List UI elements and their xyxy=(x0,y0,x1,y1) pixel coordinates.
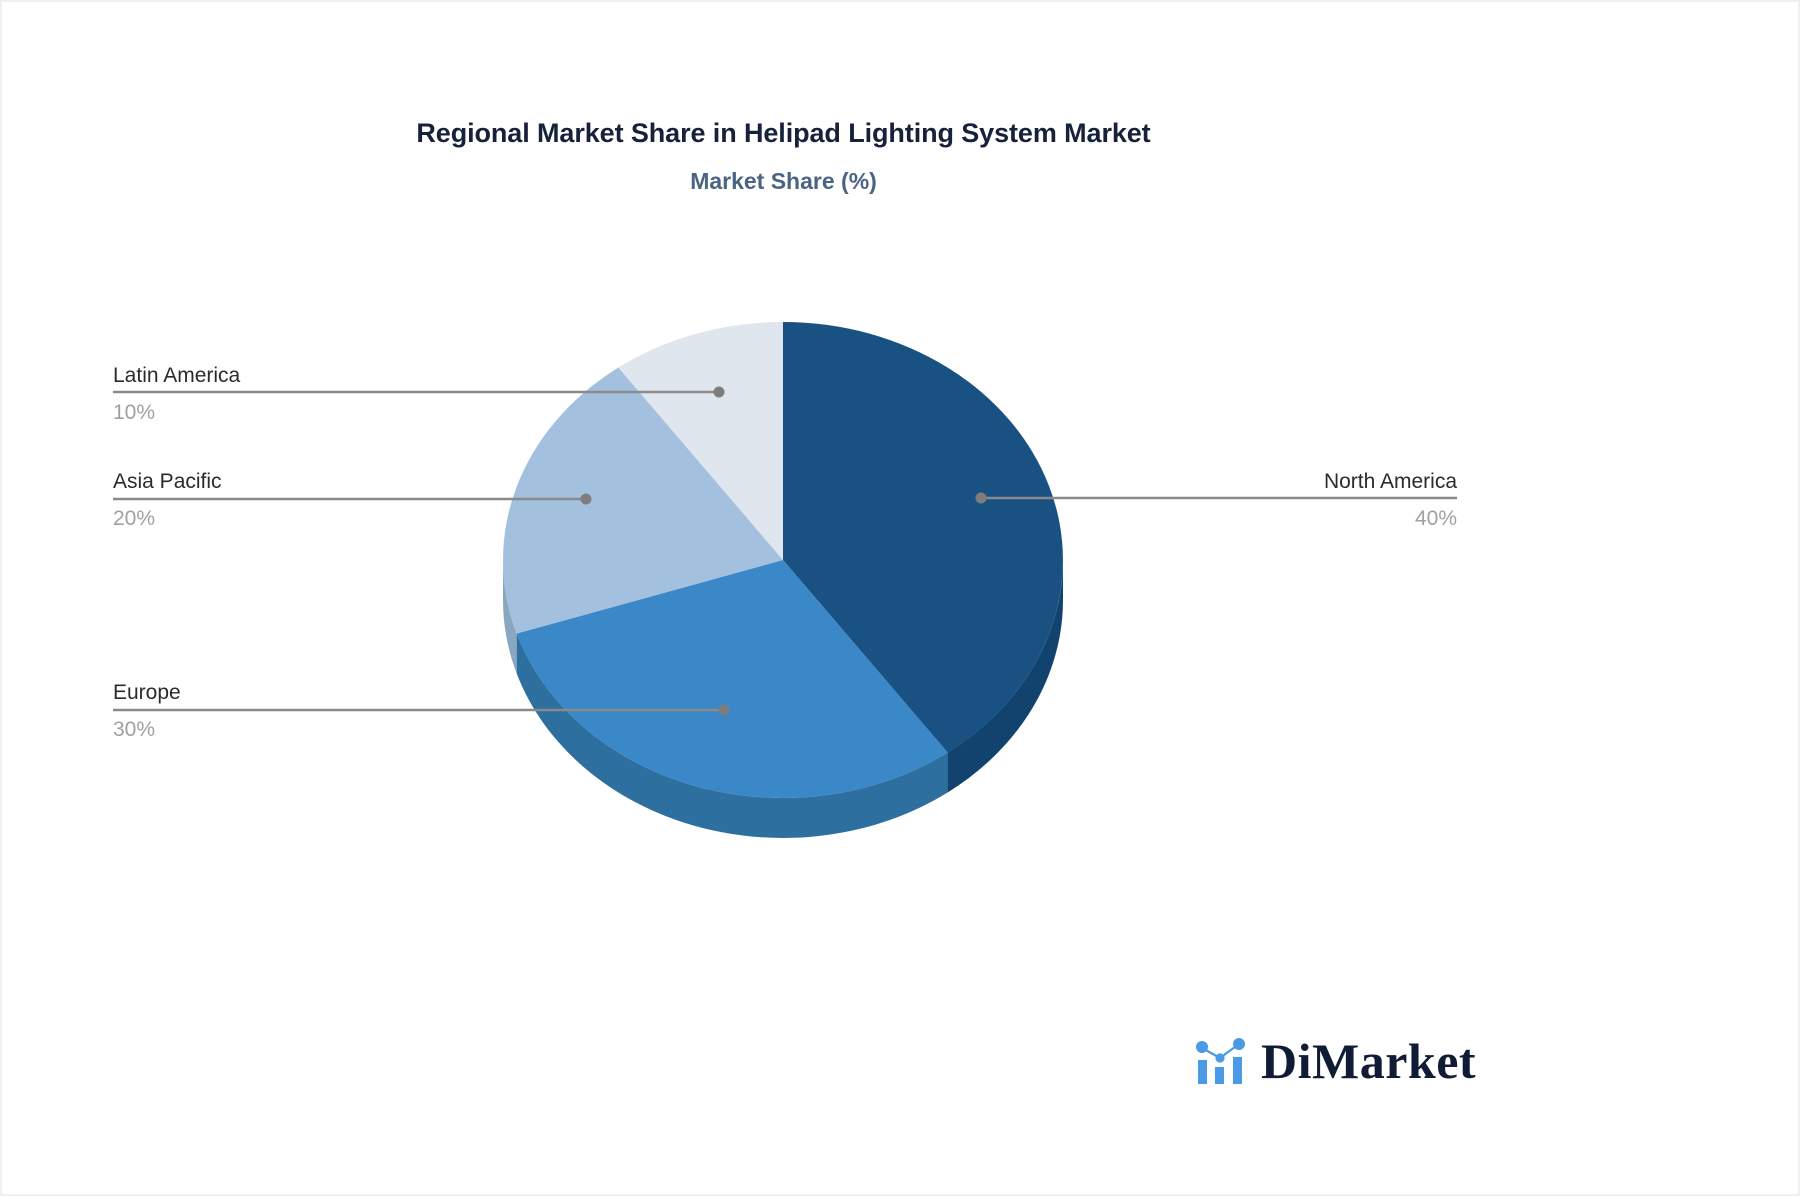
pie-slice-europe[interactable] xyxy=(516,560,948,798)
pie-slice-asia-pacific[interactable] xyxy=(503,367,783,634)
pie-side-walls xyxy=(503,560,1063,838)
callout-europe[interactable]: Europe 30% xyxy=(113,682,181,740)
callout-latin-america[interactable]: Latin America 10% xyxy=(113,365,240,423)
pie-slice-north-america[interactable] xyxy=(783,322,1063,753)
bar-chart-trend-icon xyxy=(1196,1038,1245,1084)
callout-value-north-america: 40% xyxy=(1414,507,1457,530)
callout-north-america[interactable]: North America 40% xyxy=(1157,471,1457,529)
callout-value-latin-america: 10% xyxy=(113,401,156,424)
leader-dot-latin-america xyxy=(713,386,725,398)
page-edge-bottom xyxy=(0,1194,1800,1196)
callout-label-europe: Europe xyxy=(113,681,181,704)
pie-3d-group xyxy=(503,322,1063,838)
chart-subtitle: Market Share (%) xyxy=(690,168,877,194)
callout-label-north-america: North America xyxy=(1323,470,1457,493)
callout-asia-pacific[interactable]: Asia Pacific 20% xyxy=(113,471,222,529)
pie-side-wall-north-america xyxy=(947,560,1063,793)
callout-label-latin-america: Latin America xyxy=(113,364,241,387)
callout-value-europe: 30% xyxy=(113,718,156,741)
leader-dots xyxy=(580,386,987,716)
brand-wordmark: DiMarket xyxy=(1261,1033,1477,1089)
pie-side-wall-europe xyxy=(516,633,948,838)
leader-lines xyxy=(113,390,1457,712)
chart-title: Regional Market Share in Helipad Lightin… xyxy=(416,118,1151,148)
callout-value-asia-pacific: 20% xyxy=(113,507,156,530)
leader-dot-north-america xyxy=(975,492,987,504)
page-edge-left xyxy=(0,0,2,1196)
pie-slice-latin-america[interactable] xyxy=(618,322,783,560)
page-edge-right xyxy=(1798,0,1800,1196)
leader-dot-asia-pacific xyxy=(580,493,592,505)
pie-side-wall-asia-pacific xyxy=(503,560,517,674)
page-edge-top xyxy=(0,0,1800,2)
brand-logo[interactable]: DiMarket xyxy=(1195,1036,1476,1086)
leader-dot-europe xyxy=(718,704,730,716)
callout-label-asia-pacific: Asia Pacific xyxy=(113,470,222,493)
